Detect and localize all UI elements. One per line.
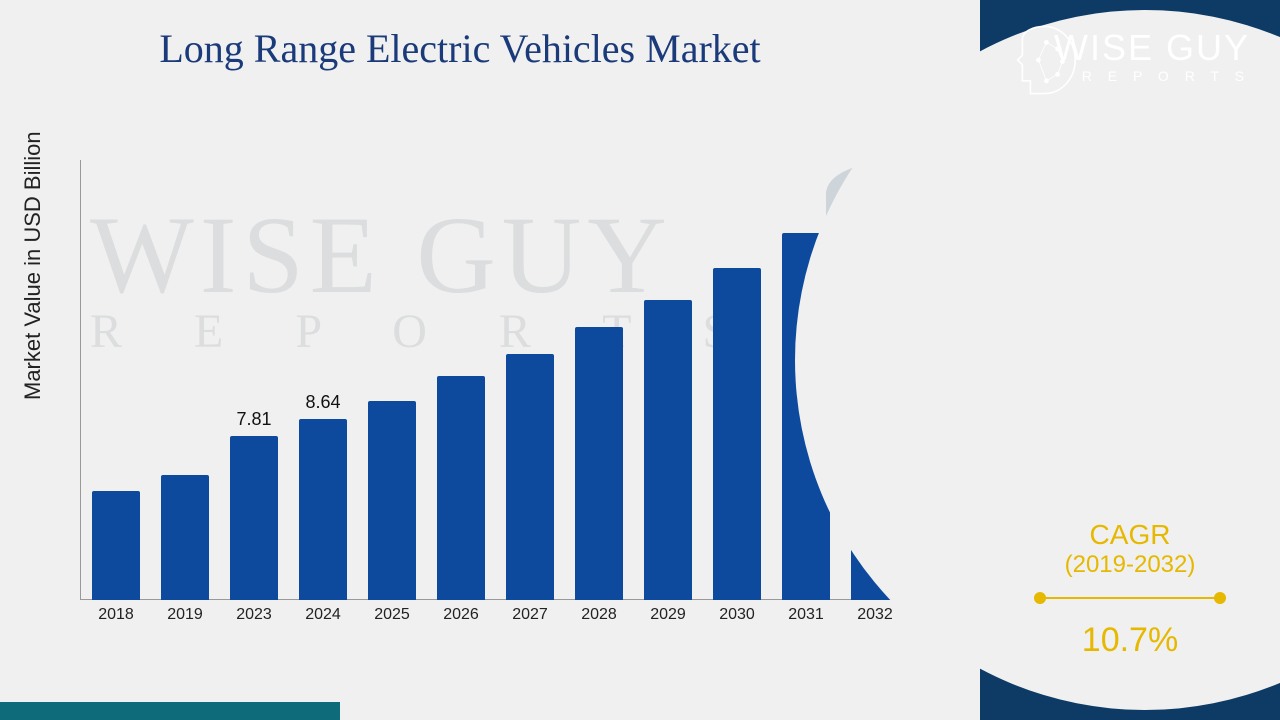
cagr-value: 10.7% xyxy=(1020,621,1240,660)
bar-x-label: 2028 xyxy=(575,606,623,624)
bar-rect xyxy=(713,268,761,600)
bar-rect xyxy=(575,327,623,600)
bar-2019: 2019 xyxy=(161,180,209,600)
logo-sub-text: R E P O R T S xyxy=(1054,68,1250,84)
bar-rect xyxy=(506,354,554,600)
logo-head-icon xyxy=(1000,20,1080,100)
bar-x-label: 2032 xyxy=(851,606,899,624)
bar-2030: 2030 xyxy=(713,180,761,600)
brand-logo: WISE GUY R E P O R T S xyxy=(1054,30,1250,84)
bar-rect xyxy=(299,419,347,600)
bar-x-label: 2019 xyxy=(161,606,209,624)
infographic-stage: WISE GUY R E P O R T S Long Range Electr… xyxy=(0,0,1280,720)
chart-title: Long Range Electric Vehicles Market xyxy=(60,25,860,72)
bar-2018: 2018 xyxy=(92,180,140,600)
bar-rect xyxy=(368,401,416,600)
bar-x-label: 2018 xyxy=(92,606,140,624)
y-axis-label: Market Value in USD Billion xyxy=(20,131,46,400)
bar-2026: 2026 xyxy=(437,180,485,600)
right-panel: WISE GUY R E P O R T S CAGR (2019-2032) … xyxy=(980,0,1280,720)
y-axis-line xyxy=(80,160,81,600)
logo-main-text: WISE GUY xyxy=(1054,30,1250,66)
bar-rect xyxy=(161,475,209,600)
bar-x-label: 2026 xyxy=(437,606,485,624)
cagr-label: CAGR xyxy=(1020,519,1240,551)
bar-2023: 7.812023 xyxy=(230,180,278,600)
bar-2025: 2025 xyxy=(368,180,416,600)
bar-value-label: 7.81 xyxy=(230,409,278,430)
bar-rect xyxy=(230,436,278,600)
bar-x-label: 2029 xyxy=(644,606,692,624)
bar-2029: 2029 xyxy=(644,180,692,600)
bar-2027: 2027 xyxy=(506,180,554,600)
bar-2028: 2028 xyxy=(575,180,623,600)
bar-x-label: 2023 xyxy=(230,606,278,624)
bar-rect xyxy=(92,491,140,600)
bar-x-label: 2027 xyxy=(506,606,554,624)
bottom-accent-bar xyxy=(0,702,340,720)
bar-x-label: 2025 xyxy=(368,606,416,624)
bar-x-label: 2030 xyxy=(713,606,761,624)
cagr-block: CAGR (2019-2032) 10.7% xyxy=(1020,519,1240,660)
bar-2024: 8.642024 xyxy=(299,180,347,600)
bar-rect xyxy=(644,300,692,600)
bar-x-label: 2024 xyxy=(299,606,347,624)
cagr-divider xyxy=(1040,597,1220,599)
bar-rect xyxy=(437,376,485,600)
bar-value-label: 8.64 xyxy=(299,392,347,413)
bar-x-label: 2031 xyxy=(782,606,830,624)
cagr-years: (2019-2032) xyxy=(1020,551,1240,579)
